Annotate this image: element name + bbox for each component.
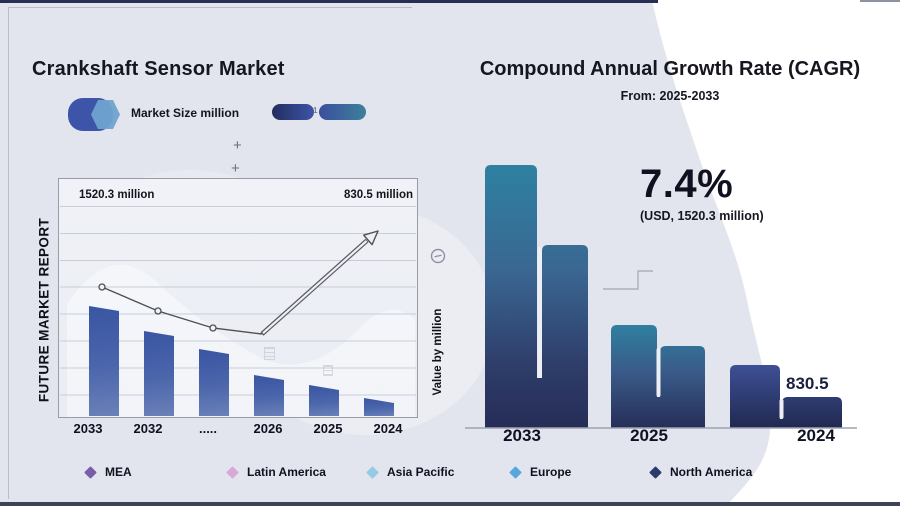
bottom-border: [0, 502, 900, 506]
x-label-dots: .....: [198, 421, 218, 436]
gradient-pill-2: [319, 104, 366, 120]
arrow-head: [363, 230, 379, 246]
legend-label: Europe: [530, 465, 572, 479]
right-bar-2024-2: [782, 397, 842, 428]
plus-mark-2: +: [231, 160, 240, 177]
top-border-right: [860, 0, 900, 2]
pill-separator: 1: [313, 106, 318, 115]
bar-2024: [364, 398, 394, 416]
legend-item-europe: Europe: [509, 465, 572, 479]
bar-2033: [89, 306, 119, 416]
right-bar-2024-1: [730, 365, 780, 428]
legend-label: Asia Pacific: [387, 465, 455, 479]
end-value-label: 830.5 million: [343, 189, 413, 201]
line-marker: [209, 324, 217, 332]
legend-item-asia-pacific: Asia Pacific: [366, 465, 455, 479]
legend-diamond: [366, 465, 379, 479]
line-marker: [154, 307, 162, 315]
start-value-label: 1520.3 million: [79, 189, 155, 201]
right-bar-2033-2: [542, 245, 588, 428]
top-border: [0, 0, 658, 3]
legend-item-north-america: North America: [649, 465, 753, 479]
bar-slit: [656, 348, 661, 397]
minus-circle-icon: [430, 248, 446, 264]
cylinder-hexagon-icon: [68, 98, 120, 131]
bar-slit: [779, 399, 784, 419]
bar-connector: [778, 419, 786, 428]
x-label-2025: 2025: [313, 421, 343, 436]
legend-label: Latin America: [247, 465, 326, 479]
gradient-pill-1: [272, 104, 314, 120]
bar-slit: [537, 247, 542, 378]
legend-diamond: [226, 465, 239, 479]
cagr-note: (USD, 1520.3 million): [640, 209, 764, 223]
value-annotation-830: 830.5: [786, 374, 829, 393]
clipboard-watermark-icon: [264, 347, 275, 360]
left-chart-title: Crankshaft Sensor Market: [32, 58, 285, 80]
annotation-bracket: [603, 270, 653, 290]
right-bar-2033-1: [485, 165, 537, 428]
bar-.....: [199, 349, 229, 416]
x-label-2033: 2033: [73, 421, 103, 436]
legend-diamond: [84, 465, 97, 479]
left-chart-bars: [59, 177, 419, 417]
right-bar-2025-1: [611, 325, 657, 428]
vertical-watermark-text: FUTURE MARKET REPORT: [36, 217, 52, 403]
x-label-2024: 2024: [373, 421, 403, 436]
bar-2026: [254, 375, 284, 416]
cagr-value: 7.4%: [640, 162, 734, 206]
bar-connector: [655, 397, 662, 428]
right-chart-svg: [465, 165, 857, 429]
left-x-axis-labels: 2033 2032 ..... 2026 2025 2024: [58, 421, 418, 436]
bar-2025: [309, 385, 339, 416]
right-chart-subtitle: From: 2025-2033: [620, 89, 720, 103]
market-size-legend-label: Market Size million: [131, 106, 240, 120]
legend-diamond: [509, 465, 522, 479]
right-y-axis-label: Value by million: [432, 308, 444, 396]
trend-line-arrow: [98, 230, 379, 336]
x-label-2026: 2026: [253, 421, 283, 436]
legend-label: MEA: [105, 465, 132, 479]
right-label-2025: 2025: [630, 426, 668, 445]
frame-line: [8, 7, 412, 499]
gridlines: [60, 206, 416, 396]
right-bar-2025-2: [660, 346, 705, 428]
line-marker: [98, 283, 106, 291]
plus-mark-1: +: [233, 137, 242, 154]
right-label-2033: 2033: [503, 426, 541, 445]
right-chart-groups: [485, 165, 842, 428]
bar-2032: [144, 331, 174, 416]
right-chart-title: Compound Annual Growth Rate (CAGR): [479, 58, 861, 80]
left-chart-area: 1520.3 million 830.5 million: [58, 178, 418, 418]
x-label-2032: 2032: [133, 421, 163, 436]
legend-diamond: [649, 465, 662, 479]
region-legend: MEA Latin America Asia Pacific Europe No…: [0, 465, 900, 485]
legend-item-mea: MEA: [84, 465, 132, 479]
right-label-2024: 2024: [797, 426, 835, 445]
bar-connector: [535, 378, 544, 428]
white-diagonal-shape: [652, 0, 900, 506]
clipboard-watermark-icon-2: [323, 365, 333, 376]
legend-label: North America: [670, 465, 753, 479]
legend-item-latin-america: Latin America: [226, 465, 326, 479]
